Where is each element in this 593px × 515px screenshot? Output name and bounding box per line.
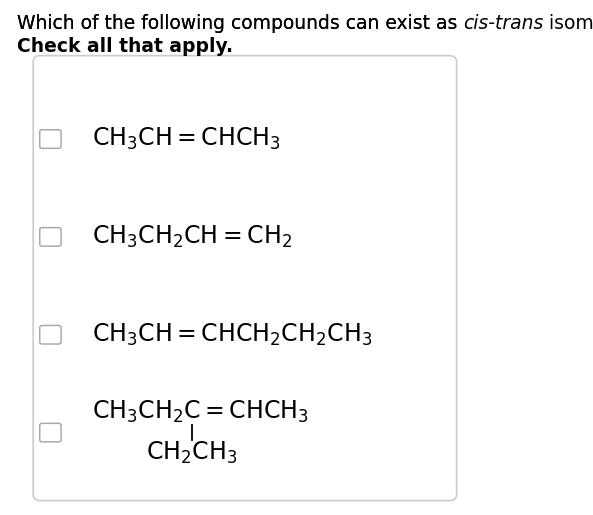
FancyBboxPatch shape [33,56,457,501]
FancyBboxPatch shape [40,423,61,442]
Text: isomers?: isomers? [543,14,593,32]
Text: cis-trans: cis-trans [463,14,543,32]
Text: $\mathregular{CH_3CH{=}CHCH_2CH_2CH_3}$: $\mathregular{CH_3CH{=}CHCH_2CH_2CH_3}$ [92,322,372,348]
Text: $\mathregular{CH_2CH_3}$: $\mathregular{CH_2CH_3}$ [146,440,237,466]
Text: Check all that apply.: Check all that apply. [17,37,232,56]
Text: $\mathregular{CH_3CH_2C{=}CHCH_3}$: $\mathregular{CH_3CH_2C{=}CHCH_3}$ [92,399,309,425]
Text: Which of the following compounds can exist as: Which of the following compounds can exi… [17,14,463,32]
Text: $\mathregular{CH_3CH_2CH{=}CH_2}$: $\mathregular{CH_3CH_2CH{=}CH_2}$ [92,224,292,250]
FancyBboxPatch shape [40,130,61,148]
Text: Which of the following compounds can exist as: Which of the following compounds can exi… [17,14,463,32]
Text: $\mathregular{CH_3CH{=}CHCH_3}$: $\mathregular{CH_3CH{=}CHCH_3}$ [92,126,281,152]
FancyBboxPatch shape [40,325,61,344]
FancyBboxPatch shape [40,228,61,246]
